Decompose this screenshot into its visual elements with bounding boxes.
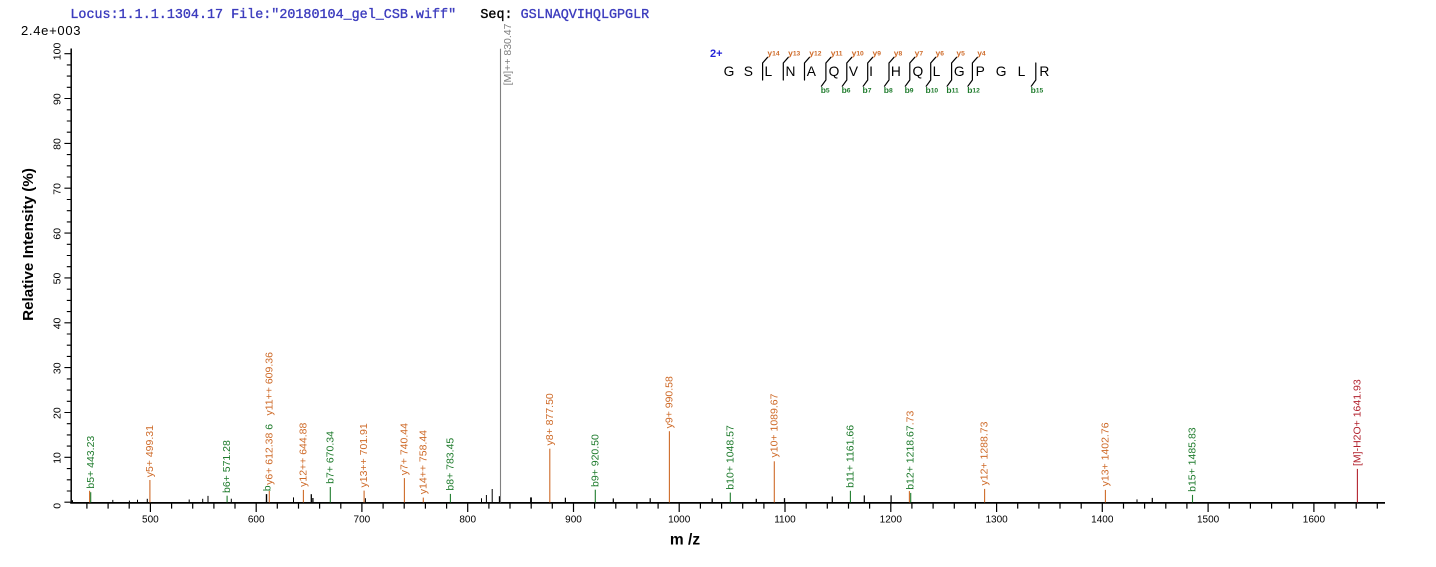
svg-text:L: L [933, 64, 941, 79]
svg-text:1100: 1100 [774, 514, 796, 525]
svg-text:y12+ 1288.73: y12+ 1288.73 [979, 421, 991, 485]
svg-text:1600: 1600 [1303, 514, 1326, 525]
svg-text:A: A [807, 64, 817, 79]
svg-text:6: 6 [264, 424, 276, 430]
svg-text:b8: b8 [884, 85, 893, 95]
svg-text:1500: 1500 [1197, 514, 1220, 525]
svg-text:b9+ 920.50: b9+ 920.50 [589, 434, 601, 487]
svg-text:y9: y9 [873, 48, 882, 58]
svg-text:y11++ 609.36: y11++ 609.36 [263, 352, 275, 416]
svg-text:b7+ 670.34: b7+ 670.34 [324, 431, 336, 484]
svg-text:y6+ 612.38: y6+ 612.38 [264, 432, 276, 484]
svg-text:y8: y8 [894, 48, 903, 58]
svg-text:G: G [996, 64, 1007, 79]
svg-text:b15: b15 [1031, 85, 1044, 95]
svg-text:S: S [744, 64, 753, 79]
svg-text:y14: y14 [767, 48, 779, 58]
svg-text:b10+ 1048.57: b10+ 1048.57 [724, 425, 736, 490]
svg-text:G: G [954, 64, 965, 79]
svg-text:y7+ 740.44: y7+ 740.44 [399, 423, 411, 475]
svg-text:b8+ 783.45: b8+ 783.45 [445, 438, 457, 491]
svg-text:2+: 2+ [710, 48, 723, 60]
svg-text:b6: b6 [842, 85, 851, 95]
svg-text:I: I [869, 64, 873, 79]
svg-text:y13+ 1402.76: y13+ 1402.76 [1100, 422, 1112, 486]
svg-text:b5: b5 [821, 85, 830, 95]
svg-text:80: 80 [51, 138, 63, 150]
svg-text:y10+ 1089.67: y10+ 1089.67 [768, 393, 780, 457]
svg-text:100: 100 [51, 43, 63, 61]
svg-text:1200: 1200 [880, 514, 903, 525]
svg-text:GSLNAQVIHQLGPGLR: GSLNAQVIHQLGPGLR [521, 8, 650, 23]
svg-text:b12+ 1218.67.73: b12+ 1218.67.73 [904, 411, 916, 490]
svg-text:y14++ 758.44: y14++ 758.44 [417, 430, 429, 494]
svg-text:500: 500 [142, 514, 159, 525]
svg-text:R: R [1039, 64, 1049, 79]
svg-text:y13++ 701.91: y13++ 701.91 [358, 423, 370, 487]
svg-text:b: b [262, 485, 274, 491]
svg-text:y5+ 499.31: y5+ 499.31 [144, 425, 156, 477]
svg-text:V: V [849, 64, 859, 79]
svg-text:y7: y7 [915, 48, 924, 58]
svg-text:b10: b10 [926, 85, 939, 95]
svg-text:900: 900 [565, 514, 582, 525]
svg-text:600: 600 [248, 514, 265, 525]
svg-text:y8+ 877.50: y8+ 877.50 [544, 393, 556, 445]
svg-text:G: G [724, 64, 735, 79]
svg-text:b5+ 443.23: b5+ 443.23 [85, 436, 97, 489]
svg-text:800: 800 [459, 514, 476, 525]
svg-text:Q: Q [829, 64, 840, 79]
svg-text:90: 90 [51, 93, 63, 105]
svg-text:y9+ 990.58: y9+ 990.58 [664, 376, 676, 428]
svg-text:m /z: m /z [670, 532, 700, 549]
svg-text:10: 10 [51, 452, 63, 464]
svg-text:y5: y5 [956, 48, 965, 58]
svg-text:b9: b9 [905, 85, 914, 95]
svg-text:0: 0 [51, 503, 63, 509]
svg-text:1300: 1300 [985, 514, 1008, 525]
svg-text:20: 20 [51, 407, 63, 419]
svg-text:40: 40 [51, 317, 63, 329]
svg-text:[M]++ 830.47: [M]++ 830.47 [502, 23, 514, 85]
svg-text:1400: 1400 [1091, 514, 1114, 525]
svg-text:Seq:: Seq: [480, 8, 512, 23]
svg-text:H: H [891, 64, 901, 79]
svg-text:b15+ 1485.83: b15+ 1485.83 [1187, 427, 1199, 492]
svg-text:b11+ 1161.66: b11+ 1161.66 [845, 425, 857, 488]
svg-text:70: 70 [51, 183, 63, 195]
svg-text:60: 60 [51, 228, 63, 240]
svg-text:P: P [976, 64, 985, 79]
svg-text:Q: Q [913, 64, 924, 79]
svg-text:b7: b7 [863, 85, 872, 95]
svg-text:y10: y10 [852, 48, 864, 58]
svg-text:y13: y13 [788, 48, 800, 58]
svg-text:[M]-H2O+ 1641.93: [M]-H2O+ 1641.93 [1352, 379, 1364, 466]
svg-text:y4: y4 [977, 48, 986, 58]
svg-text:50: 50 [51, 273, 63, 285]
svg-text:L: L [765, 64, 773, 79]
svg-text:700: 700 [354, 514, 371, 525]
svg-text:N: N [786, 64, 796, 79]
svg-text:Relative Intensity (%): Relative Intensity (%) [20, 168, 37, 321]
svg-text:y12++ 644.88: y12++ 644.88 [298, 423, 310, 487]
svg-text:Locus:1.1.1.1304.17 File:"2018: Locus:1.1.1.1304.17 File:"20180104_gel_C… [70, 8, 456, 23]
svg-text:30: 30 [51, 362, 63, 374]
svg-text:b6+ 571.28: b6+ 571.28 [221, 440, 233, 493]
svg-text:1000: 1000 [668, 514, 691, 525]
svg-text:L: L [1018, 64, 1026, 79]
svg-text:y11: y11 [831, 48, 843, 58]
svg-text:y6: y6 [936, 48, 945, 58]
svg-text:y12: y12 [809, 48, 821, 58]
svg-text:b12: b12 [967, 85, 980, 95]
svg-text:b11: b11 [946, 85, 959, 95]
svg-text:2.4e+003: 2.4e+003 [21, 23, 81, 38]
